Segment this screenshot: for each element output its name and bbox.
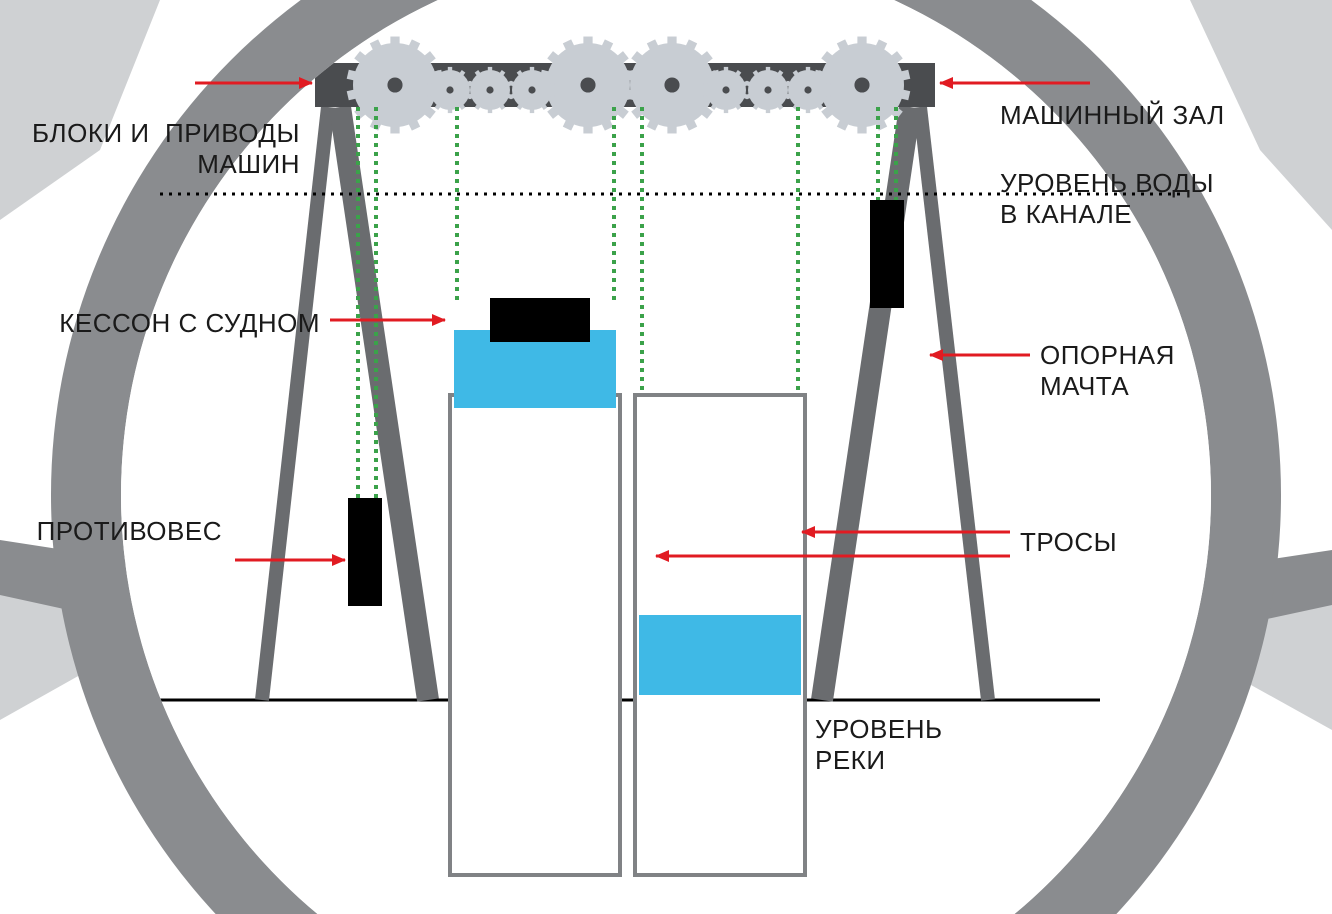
label-river-level: УРОВЕНЬ РЕКИ (815, 714, 943, 776)
label-caisson: КЕССОН С СУДНОМ (59, 308, 320, 339)
label-counterweight: ПРОТИВОВЕС (37, 516, 222, 547)
label-machine-room: МАШИННЫЙ ЗАЛ (1000, 100, 1225, 131)
vessel (490, 298, 590, 342)
counterweight (348, 498, 382, 606)
label-support-mast: ОПОРНАЯ МАЧТА (1040, 340, 1175, 402)
caisson-water (639, 615, 801, 695)
counterweight (870, 200, 904, 308)
label-cables: ТРОСЫ (1020, 527, 1117, 558)
label-blocks-drives: БЛОКИ И ПРИВОДЫ МАШИН (32, 118, 300, 180)
lift-column (450, 395, 620, 875)
label-water-canal: УРОВЕНЬ ВОДЫ В КАНАЛЕ (1000, 168, 1214, 230)
